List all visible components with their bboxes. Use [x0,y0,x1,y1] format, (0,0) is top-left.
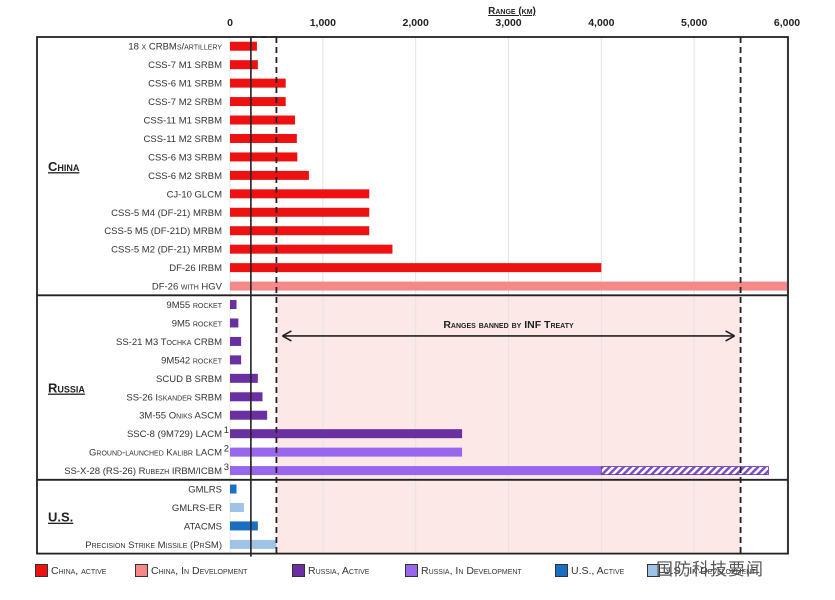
arrow-head-right-icon [725,330,735,342]
bar-label: DF-26 with HGV [152,282,223,293]
footnote-marker: 1 [224,425,229,436]
bar-label: CSS-7 M1 SRBM [148,60,222,71]
legend-swatch [555,564,568,577]
legend-item: China, In Development [135,564,247,577]
legend-item: U.S., In Development [647,564,756,577]
bar-label: SSC-8 (9M729) LACM [127,429,222,440]
x-axis-title: Range (km) [488,6,536,17]
bar-label: SS-26 Iskander SRBM [126,392,222,403]
bar [230,263,602,273]
bar-label: CJ-10 GLCM [167,189,223,200]
legend-swatch [647,564,660,577]
bar [230,41,257,51]
bar-label: SS-21 M3 Tochka CRBM [116,337,222,348]
bar-label: CSS-6 M1 SRBM [148,79,222,90]
bar [230,392,263,402]
bar-label: GMLRS-ER [172,503,222,514]
bar [230,226,370,236]
bar-label: SS-X-28 (RS-26) Rubezh IRBM/ICBM [64,466,222,477]
bar [230,244,393,254]
bar-label: CSS-5 M5 (DF-21D) MRBM [104,226,222,237]
x-tick-label: 1,000 [310,17,336,29]
bar [230,447,463,457]
bar-label: 18 x CRBMs/artillery [128,42,222,53]
bar [230,521,258,531]
bar-label: 9M542 rocket [161,355,223,366]
bar [230,318,239,328]
watermark: 国防科技要闻 [656,560,764,579]
bar-label: CSS-6 M3 SRBM [148,152,222,163]
legend-label: U.S., Active [571,564,625,577]
bar-label: CSS-5 M4 (DF-21) MRBM [111,208,222,219]
bar [230,115,295,125]
bar-label: CSS-11 M1 SRBM [144,116,223,127]
bar-label: SCUD B SRBM [156,374,222,385]
bar-label: GMLRS [188,485,222,496]
bar [230,207,370,217]
bar-label: ATACMS [184,521,222,532]
footnote-marker: 2 [224,444,229,455]
x-tick-label: 0 [227,17,233,29]
legend-label: China, active [51,564,107,577]
bar-extension-hatched [600,466,769,475]
legend-swatch [35,564,48,577]
bar-label: CSS-11 M2 SRBM [144,134,223,145]
legend-label: U.S., In Development [663,564,756,577]
x-tick-label: 2,000 [403,17,429,29]
bar [230,281,787,291]
bar [230,373,258,383]
x-tick-label: 6,000 [774,17,800,29]
bar [230,60,258,70]
bar-label: DF-26 IRBM [169,263,222,274]
legend-item: China, active [35,564,106,577]
legend-item: Russia, Active [292,564,369,577]
legend-swatch [135,564,148,577]
bar [230,336,242,346]
legend-label: China, In Development [151,564,248,577]
bar-label: Ground-launched Kalibr LACM [89,448,222,459]
bar-label: 9M5 rocket [172,318,223,329]
arrow-head-left-icon [282,330,292,342]
bar-label: CSS-6 M2 SRBM [148,171,222,182]
bar [230,300,237,310]
bar-label: CSS-5 M2 (DF-21) MRBM [111,245,222,256]
x-tick-label: 3,000 [495,17,521,29]
bar [230,152,298,162]
bar-label: 9M55 rocket [166,300,222,311]
legend: China, active China, In Development Russia… [35,564,835,582]
inf-annotation-text: Ranges banned by INF Treaty [443,319,574,331]
legend-item: Russia, In Development [405,564,522,577]
legend-label: Russia, In Development [421,564,522,577]
bar [230,466,602,476]
bar-label: 3M-55 Oniks ASCM [139,411,222,422]
group-label: Russia [48,381,85,396]
footnote-marker: 3 [224,462,229,473]
bar [230,189,370,199]
bar [230,410,268,420]
bar [230,355,242,365]
legend-label: Russia, Active [308,564,370,577]
group-label: China [48,159,80,174]
bar [230,78,286,88]
legend-item: U.S., Active [555,564,624,577]
bar [230,502,244,512]
x-tick-label: 4,000 [588,17,614,29]
bar-label: Precision Strike Missile (PrSM) [85,540,222,551]
bar [230,484,237,494]
bar [230,97,286,107]
bar [230,133,297,143]
group-label: U.S. [48,510,73,525]
bar-label: CSS-7 M2 SRBM [148,97,222,108]
bar [230,170,309,180]
legend-swatch [405,564,418,577]
bar [230,539,277,549]
legend-swatch [292,564,305,577]
bar [230,429,463,439]
x-tick-label: 5,000 [681,17,707,29]
